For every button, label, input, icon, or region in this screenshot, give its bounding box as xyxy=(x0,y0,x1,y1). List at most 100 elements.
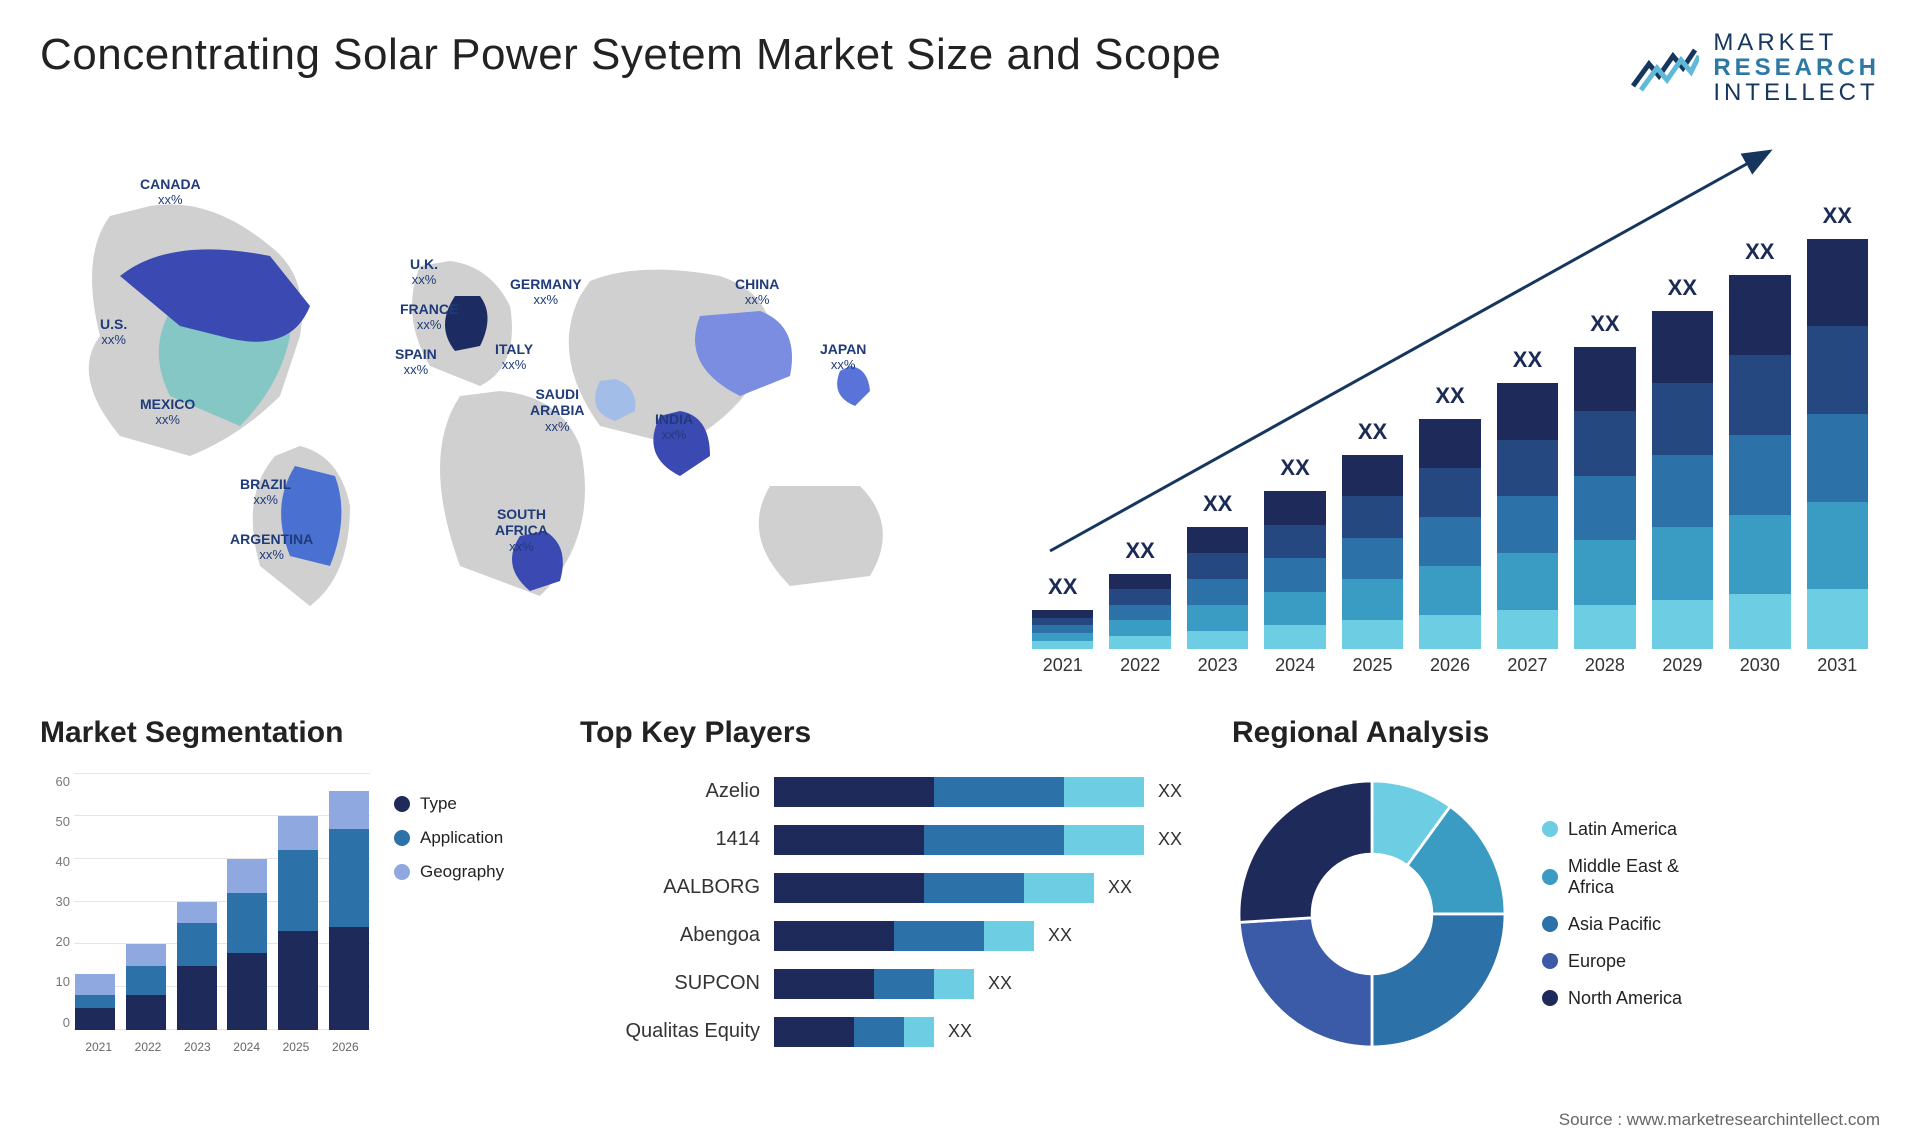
region-legend-item: North America xyxy=(1542,988,1682,1009)
main-bar-segment xyxy=(1729,515,1790,595)
key-player-bar-segment xyxy=(1064,825,1144,855)
main-bar-segment xyxy=(1652,527,1713,599)
key-player-bar xyxy=(774,969,974,999)
seg-bar-segment xyxy=(227,953,267,1030)
seg-bar-segment xyxy=(227,893,267,953)
segmentation-title: Market Segmentation xyxy=(40,716,560,750)
main-bar-segment xyxy=(1574,476,1635,540)
main-bar-label: XX xyxy=(1574,311,1635,337)
seg-bar xyxy=(75,974,115,1029)
main-bar-segment xyxy=(1652,311,1713,383)
legend-label: Latin America xyxy=(1568,819,1677,840)
main-bar: XX xyxy=(1729,275,1790,649)
key-player-row: AzelioXX xyxy=(580,774,1182,810)
key-player-value: XX xyxy=(1158,781,1182,802)
map-label: SAUDIARABIAxx% xyxy=(530,386,584,435)
seg-ytick: 20 xyxy=(40,934,70,949)
map-label: FRANCExx% xyxy=(400,301,458,333)
key-player-value: XX xyxy=(1108,877,1132,898)
main-xaxis-label: 2028 xyxy=(1574,655,1635,676)
region-legend-item: Europe xyxy=(1542,951,1682,972)
key-player-value: XX xyxy=(988,973,1012,994)
main-growth-chart: XXXXXXXXXXXXXXXXXXXXXX 20212022202320242… xyxy=(1020,136,1880,676)
legend-label: Type xyxy=(420,794,457,814)
seg-xaxis-label: 2025 xyxy=(283,1040,310,1054)
main-bar-label: XX xyxy=(1032,574,1093,600)
main-bar-segment xyxy=(1264,592,1325,626)
main-bar-segment xyxy=(1342,496,1403,537)
main-bar-segment xyxy=(1419,517,1480,566)
main-bar-segment xyxy=(1419,566,1480,615)
main-xaxis-label: 2027 xyxy=(1497,655,1558,676)
legend-label: Europe xyxy=(1568,951,1626,972)
legend-swatch xyxy=(1542,869,1558,885)
main-bar-segment xyxy=(1419,468,1480,517)
logo-line3: INTELLECT xyxy=(1713,80,1880,105)
legend-label: Middle East &Africa xyxy=(1568,856,1679,898)
legend-label: Geography xyxy=(420,862,504,882)
seg-bar-segment xyxy=(329,829,369,927)
main-bar-segment xyxy=(1187,579,1248,605)
main-bar: XX xyxy=(1342,455,1403,648)
key-player-name: AALBORG xyxy=(580,876,760,899)
key-player-name: SUPCON xyxy=(580,972,760,995)
seg-bar-segment xyxy=(75,974,115,995)
key-player-bar-segment xyxy=(774,1017,854,1047)
key-player-bar xyxy=(774,873,1094,903)
seg-bar-segment xyxy=(75,995,115,1008)
main-bar-segment xyxy=(1264,525,1325,559)
legend-swatch xyxy=(1542,916,1558,932)
key-player-bar-segment xyxy=(774,873,924,903)
main-bar-label: XX xyxy=(1187,491,1248,517)
main-bar-label: XX xyxy=(1497,347,1558,373)
key-player-bar-segment xyxy=(774,921,894,951)
main-bar: XX xyxy=(1574,347,1635,649)
main-bar-segment xyxy=(1729,355,1790,435)
main-bar-segment xyxy=(1497,610,1558,649)
key-player-bar-segment xyxy=(854,1017,904,1047)
regional-title: Regional Analysis xyxy=(1232,716,1880,750)
main-bar-segment xyxy=(1342,579,1403,620)
seg-bar xyxy=(177,902,217,1030)
main-bar-label: XX xyxy=(1729,239,1790,265)
main-bar-label: XX xyxy=(1264,455,1325,481)
key-player-bar-segment xyxy=(934,969,974,999)
key-player-name: Abengoa xyxy=(580,924,760,947)
main-bar-segment xyxy=(1497,383,1558,440)
key-player-row: AbengoaXX xyxy=(580,918,1182,954)
main-bar-segment xyxy=(1807,239,1868,327)
main-bar-segment xyxy=(1729,275,1790,355)
seg-bar-segment xyxy=(75,1008,115,1029)
main-bar-segment xyxy=(1342,455,1403,496)
seg-bar xyxy=(329,791,369,1030)
main-bar-segment xyxy=(1729,435,1790,515)
seg-xaxis-label: 2026 xyxy=(332,1040,359,1054)
key-player-bar-segment xyxy=(984,921,1034,951)
key-player-bar-segment xyxy=(774,825,924,855)
seg-ytick: 60 xyxy=(40,774,70,789)
map-label: MEXICOxx% xyxy=(140,396,195,428)
map-label: JAPANxx% xyxy=(820,341,866,373)
seg-ytick: 50 xyxy=(40,814,70,829)
key-player-bar-segment xyxy=(924,873,1024,903)
seg-bar-segment xyxy=(177,966,217,1030)
main-xaxis-label: 2031 xyxy=(1807,655,1868,676)
main-bar-segment xyxy=(1807,502,1868,590)
main-bar-segment xyxy=(1574,411,1635,475)
donut-slice xyxy=(1372,914,1505,1047)
main-bar-label: XX xyxy=(1342,419,1403,445)
map-label: BRAZILxx% xyxy=(240,476,291,508)
seg-ytick: 40 xyxy=(40,854,70,869)
key-player-value: XX xyxy=(948,1021,972,1042)
main-bar-segment xyxy=(1652,383,1713,455)
legend-swatch xyxy=(1542,990,1558,1006)
main-bar: XX xyxy=(1264,491,1325,648)
key-player-name: 1414 xyxy=(580,828,760,851)
main-bar-segment xyxy=(1652,600,1713,649)
key-player-row: AALBORG XX xyxy=(580,870,1182,906)
seg-bar-segment xyxy=(278,931,318,1029)
main-bar-segment xyxy=(1652,455,1713,527)
main-bar-segment xyxy=(1032,618,1093,626)
map-label: U.K.xx% xyxy=(410,256,438,288)
main-bar-segment xyxy=(1807,414,1868,502)
